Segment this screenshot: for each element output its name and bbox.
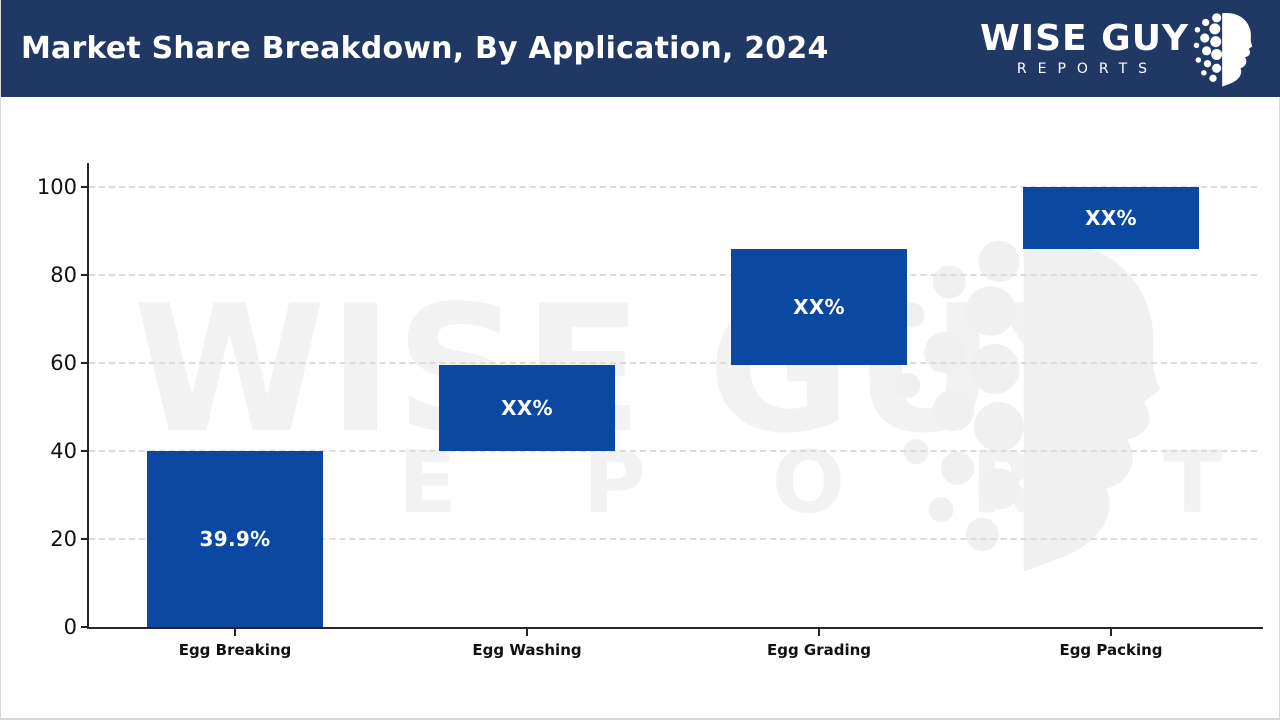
- bar-value-label: XX%: [793, 295, 845, 320]
- bar-egg-breaking: 39.9%: [147, 451, 323, 627]
- y-axis-tick-label: 40: [50, 439, 77, 463]
- x-axis-tick-mark: [526, 629, 528, 636]
- x-axis-category-label: Egg Washing: [472, 641, 582, 659]
- gridline-20: [89, 538, 1257, 540]
- brand-wordmark: WISE GUY REPORTS: [979, 18, 1189, 77]
- brand-subtitle: REPORTS: [1016, 61, 1159, 77]
- x-axis-category-label: Egg Breaking: [178, 641, 292, 659]
- y-axis-tick-label: 100: [36, 175, 77, 199]
- y-axis-tick-label: 60: [50, 351, 77, 375]
- y-axis-tick-mark: [81, 274, 89, 276]
- gridline-60: [89, 362, 1257, 364]
- x-axis-category-label: Egg Grading: [766, 641, 872, 659]
- bar-value-label: XX%: [1085, 205, 1137, 230]
- y-axis-tick-label: 0: [63, 615, 77, 639]
- bar-egg-grading: XX%: [731, 249, 907, 366]
- y-axis-tick-mark: [81, 186, 89, 188]
- gridline-80: [89, 274, 1257, 276]
- bar-egg-washing: XX%: [439, 365, 615, 451]
- brand-logo: WISE GUY REPORTS: [980, 10, 1257, 88]
- y-axis-tick-mark: [81, 362, 89, 364]
- x-axis-category-label: Egg Packing: [1059, 641, 1163, 659]
- y-axis-tick-mark: [81, 450, 89, 452]
- x-axis-tick-mark: [1110, 629, 1112, 636]
- y-axis-tick-label: 20: [50, 527, 77, 551]
- gridline-100: [89, 186, 1257, 188]
- y-axis-line: [87, 163, 89, 629]
- x-axis-tick-mark: [818, 629, 820, 636]
- y-axis-tick-mark: [81, 538, 89, 540]
- page-title: Market Share Breakdown, By Application, …: [21, 31, 829, 66]
- y-axis-tick-mark: [81, 626, 89, 628]
- header: Market Share Breakdown, By Application, …: [1, 0, 1280, 97]
- x-axis-tick-mark: [234, 629, 236, 636]
- x-axis-line: [87, 627, 1263, 629]
- brand-name: WISE GUY: [979, 18, 1189, 59]
- bar-value-label: XX%: [501, 396, 553, 421]
- gridline-40: [89, 450, 1257, 452]
- bar-value-label: 39.9%: [199, 527, 271, 552]
- bar-egg-packing: XX%: [1023, 187, 1199, 249]
- y-axis-tick-label: 80: [50, 263, 77, 287]
